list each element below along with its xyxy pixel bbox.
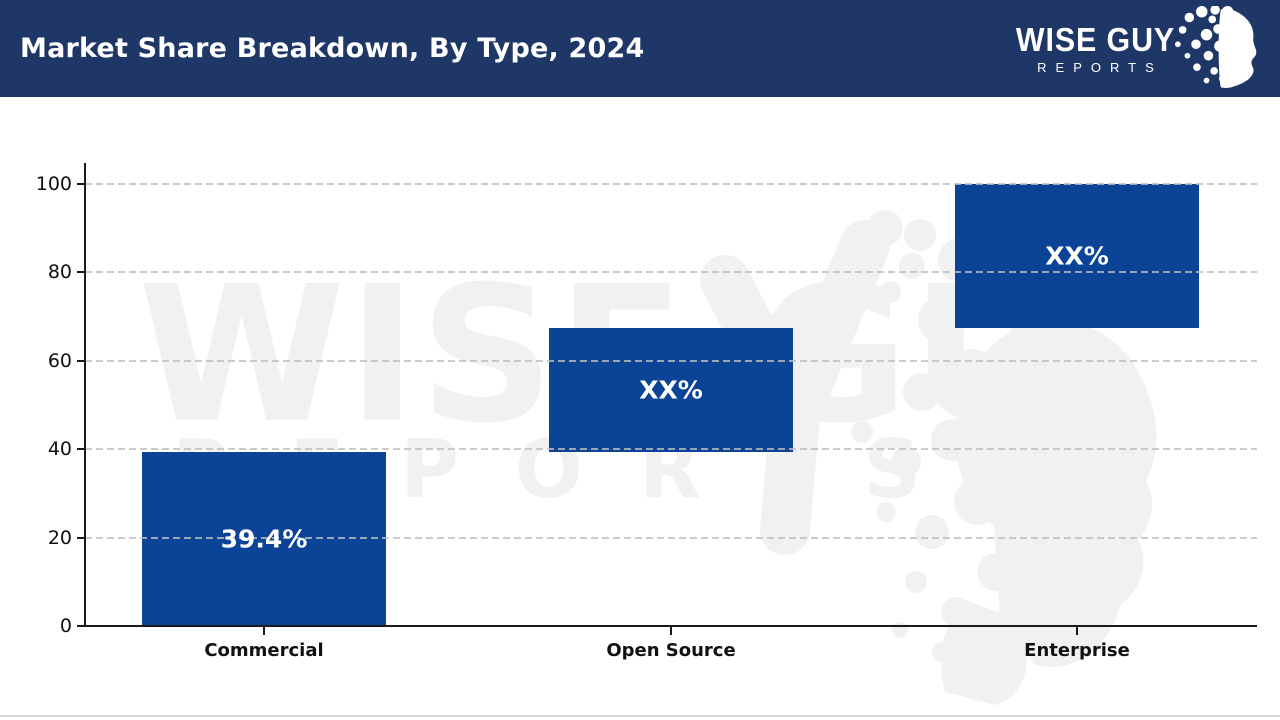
gridline-60	[85, 359, 1257, 362]
y-axis-line	[84, 163, 86, 627]
logo-subtitle: REPORTS	[1037, 60, 1163, 75]
y-tick-label-0: 0	[59, 615, 72, 637]
y-tick-label-20: 20	[47, 526, 72, 549]
x-label-enterprise: Enterprise	[1024, 640, 1130, 661]
page-title: Market Share Breakdown, By Type, 2024	[20, 33, 645, 64]
gridline-100	[85, 183, 1257, 185]
wiseguy-face-icon	[1175, 5, 1257, 88]
bar-label-commercial: 39.4%	[220, 524, 308, 554]
y-tick-100	[77, 183, 84, 185]
y-tick-20	[77, 536, 84, 539]
bar-label-enterprise: XX%	[1045, 241, 1109, 271]
gridline-40	[85, 448, 1257, 451]
gridline-80	[85, 271, 1257, 274]
x-tick-open-source	[670, 627, 672, 635]
wiseguy-logo: WISE GUY REPORTS	[1009, 0, 1266, 97]
y-tick-40	[77, 448, 84, 451]
y-tick-label-40: 40	[47, 438, 72, 461]
header-bar: Market Share Breakdown, By Type, 2024 WI…	[0, 0, 1280, 97]
x-tick-commercial	[263, 627, 265, 635]
bar-enterprise	[955, 184, 1199, 328]
x-label-commercial: Commercial	[204, 640, 324, 661]
footer-divider	[0, 715, 1280, 717]
gridline-20	[85, 536, 1257, 539]
x-axis-line	[84, 625, 1257, 627]
y-tick-label-60: 60	[47, 349, 72, 372]
bar-commercial	[142, 451, 386, 626]
y-tick-60	[77, 359, 84, 362]
bar-open-source	[549, 327, 793, 452]
bar-label-open-source: XX%	[639, 375, 703, 405]
y-tick-80	[77, 271, 84, 274]
x-label-open-source: Open Source	[606, 640, 736, 661]
logo-wordmark: WISE GUY	[1015, 21, 1176, 58]
y-tick-label-80: 80	[47, 261, 72, 284]
y-tick-0	[77, 625, 84, 627]
y-tick-label-100: 100	[35, 173, 72, 195]
x-tick-enterprise	[1076, 627, 1078, 635]
